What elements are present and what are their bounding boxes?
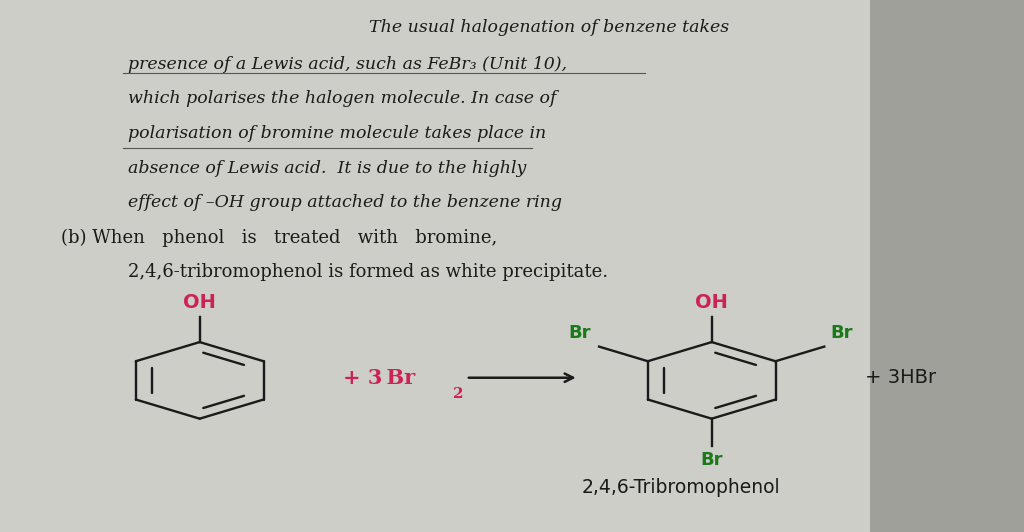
Text: presence of a Lewis acid, such as FeBr₃ (Unit 10),: presence of a Lewis acid, such as FeBr₃ …: [128, 56, 567, 73]
Text: absence of Lewis acid.  It is due to the highly: absence of Lewis acid. It is due to the …: [128, 160, 526, 177]
Text: effect of –OH group attached to the benzene ring: effect of –OH group attached to the benz…: [128, 194, 562, 211]
Text: Br: Br: [700, 451, 723, 469]
Text: 2: 2: [453, 387, 463, 401]
FancyBboxPatch shape: [0, 0, 952, 532]
Text: + 3 Br: + 3 Br: [343, 368, 415, 388]
Text: + 3HBr: + 3HBr: [865, 368, 936, 387]
Text: OH: OH: [183, 293, 216, 312]
Text: (b) When   phenol   is   treated   with   bromine,: (b) When phenol is treated with bromine,: [61, 229, 498, 247]
Text: 2,4,6-Tribromophenol: 2,4,6-Tribromophenol: [582, 478, 780, 497]
Text: The usual halogenation of benzene takes: The usual halogenation of benzene takes: [369, 19, 729, 36]
FancyBboxPatch shape: [901, 0, 1024, 532]
Text: which polarises the halogen molecule. In case of: which polarises the halogen molecule. In…: [128, 90, 556, 107]
Text: polarisation of bromine molecule takes place in: polarisation of bromine molecule takes p…: [128, 125, 546, 142]
Text: Br: Br: [830, 325, 853, 343]
Text: 2,4,6-tribromophenol is formed as white precipitate.: 2,4,6-tribromophenol is formed as white …: [128, 263, 608, 281]
Text: OH: OH: [695, 293, 728, 312]
Text: Br: Br: [568, 325, 591, 343]
Polygon shape: [870, 0, 1024, 532]
